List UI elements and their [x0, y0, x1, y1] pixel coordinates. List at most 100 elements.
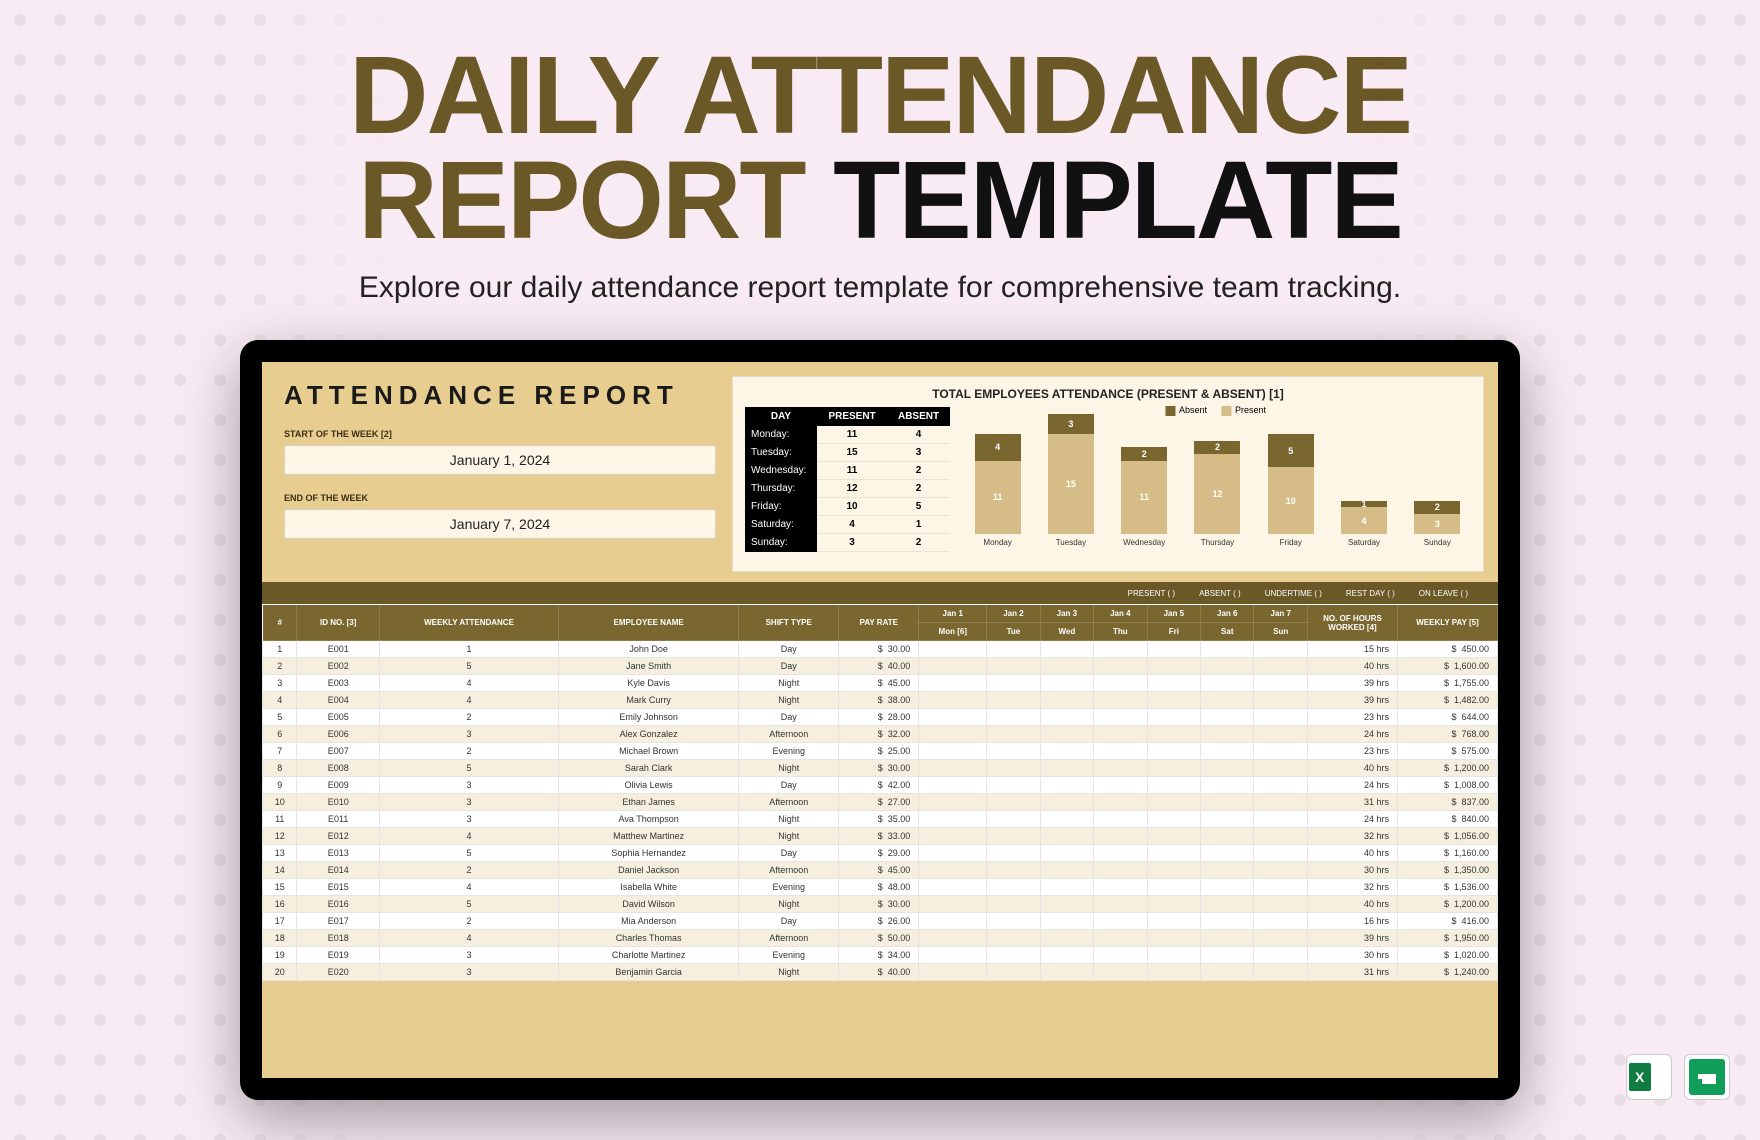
bar-absent: 4	[975, 434, 1021, 461]
cell-day	[919, 658, 987, 675]
cell-rate: $26.00	[839, 913, 919, 930]
cell-rate: $30.00	[839, 641, 919, 658]
th-num: #	[263, 605, 297, 641]
cell-id: E010	[297, 794, 379, 811]
cell-day	[1201, 811, 1254, 828]
cell-day	[1040, 692, 1093, 709]
cell-wa: 3	[379, 794, 558, 811]
cell-day	[1201, 845, 1254, 862]
cell-day	[919, 828, 987, 845]
cell-day	[1201, 675, 1254, 692]
th-dow: Tue	[987, 623, 1040, 641]
cell-shift: Night	[739, 828, 839, 845]
cell-day	[1201, 641, 1254, 658]
summary-present: 4	[817, 516, 887, 534]
cell-num: 17	[263, 913, 297, 930]
start-label: START OF THE WEEK [2]	[284, 429, 716, 439]
cell-day	[919, 760, 987, 777]
bar-present: 3	[1414, 514, 1460, 534]
cell-name: Charlotte Martinez	[559, 947, 739, 964]
cell-shift: Evening	[739, 879, 839, 896]
table-row: 3 E003 4 Kyle Davis Night $45.00 39 hrs …	[263, 675, 1498, 692]
th-shift: SHIFT TYPE	[739, 605, 839, 641]
cell-pay: $1,350.00	[1398, 862, 1498, 879]
cell-hours: 30 hrs	[1308, 862, 1398, 879]
cell-shift: Night	[739, 692, 839, 709]
summary-present: 12	[817, 480, 887, 498]
cell-day	[919, 930, 987, 947]
cell-day	[987, 641, 1040, 658]
col-day: DAY	[745, 407, 817, 426]
cell-day	[1040, 930, 1093, 947]
cell-day	[987, 811, 1040, 828]
cell-day	[1254, 811, 1308, 828]
sheets-icon	[1684, 1054, 1730, 1100]
cell-day	[919, 845, 987, 862]
cell-day	[1254, 692, 1308, 709]
status-item: UNDERTIME ( )	[1265, 589, 1322, 598]
cell-hours: 40 hrs	[1308, 760, 1398, 777]
cell-day	[1147, 879, 1200, 896]
cell-hours: 16 hrs	[1308, 913, 1398, 930]
cell-rate: $50.00	[839, 930, 919, 947]
cell-shift: Day	[739, 913, 839, 930]
cell-day	[1094, 743, 1147, 760]
bar-label: Tuesday	[1056, 538, 1086, 547]
page-title: DAILY ATTENDANCE REPORT TEMPLATE	[0, 44, 1760, 253]
cell-day	[1094, 692, 1147, 709]
cell-num: 13	[263, 845, 297, 862]
cell-day	[1094, 947, 1147, 964]
title-line2a: REPORT	[358, 139, 804, 262]
cell-day	[1094, 879, 1147, 896]
bar-column: 3 2Sunday	[1410, 501, 1465, 547]
cell-day	[1094, 641, 1147, 658]
bar-absent: 1	[1341, 501, 1387, 508]
th-id: ID NO. [3]	[297, 605, 379, 641]
cell-num: 5	[263, 709, 297, 726]
cell-day	[1040, 828, 1093, 845]
cell-wa: 4	[379, 828, 558, 845]
cell-rate: $28.00	[839, 709, 919, 726]
table-row: 20 E020 3 Benjamin Garcia Night $40.00 3…	[263, 964, 1498, 981]
cell-id: E020	[297, 964, 379, 981]
summary-day: Wednesday:	[745, 462, 817, 480]
cell-day	[919, 726, 987, 743]
cell-pay: $644.00	[1398, 709, 1498, 726]
th-name: EMPLOYEE NAME	[559, 605, 739, 641]
th-pay: WEEKLY PAY [5]	[1398, 605, 1498, 641]
cell-day	[987, 896, 1040, 913]
chart-legend: Absent Present	[1165, 405, 1266, 416]
cell-shift: Day	[739, 641, 839, 658]
cell-name: Jane Smith	[559, 658, 739, 675]
table-row: 11 E011 3 Ava Thompson Night $35.00 24 h…	[263, 811, 1498, 828]
cell-day	[987, 743, 1040, 760]
cell-id: E008	[297, 760, 379, 777]
cell-day	[1254, 947, 1308, 964]
cell-hours: 39 hrs	[1308, 675, 1398, 692]
report-header: ATTENDANCE REPORT START OF THE WEEK [2] …	[262, 362, 732, 572]
summary-day: Tuesday:	[745, 444, 817, 462]
cell-num: 7	[263, 743, 297, 760]
cell-day	[987, 879, 1040, 896]
cell-hours: 31 hrs	[1308, 794, 1398, 811]
cell-day	[1201, 862, 1254, 879]
title-line2b: TEMPLATE	[833, 139, 1402, 262]
col-present: PRESENT	[817, 407, 887, 426]
cell-day	[1254, 760, 1308, 777]
bar-absent: 2	[1194, 441, 1240, 454]
cell-name: Alex Gonzalez	[559, 726, 739, 743]
cell-day	[987, 726, 1040, 743]
cell-day	[987, 828, 1040, 845]
cell-day	[1254, 964, 1308, 981]
table-row: 13 E013 5 Sophia Hernandez Day $29.00 40…	[263, 845, 1498, 862]
table-row: 8 E008 5 Sarah Clark Night $30.00 40 hrs…	[263, 760, 1498, 777]
cell-shift: Evening	[739, 743, 839, 760]
th-date: Jan 2	[987, 605, 1040, 623]
cell-wa: 4	[379, 692, 558, 709]
cell-day	[1040, 811, 1093, 828]
cell-day	[987, 913, 1040, 930]
cell-rate: $45.00	[839, 675, 919, 692]
cell-id: E005	[297, 709, 379, 726]
th-date: Jan 6	[1201, 605, 1254, 623]
cell-day	[919, 879, 987, 896]
